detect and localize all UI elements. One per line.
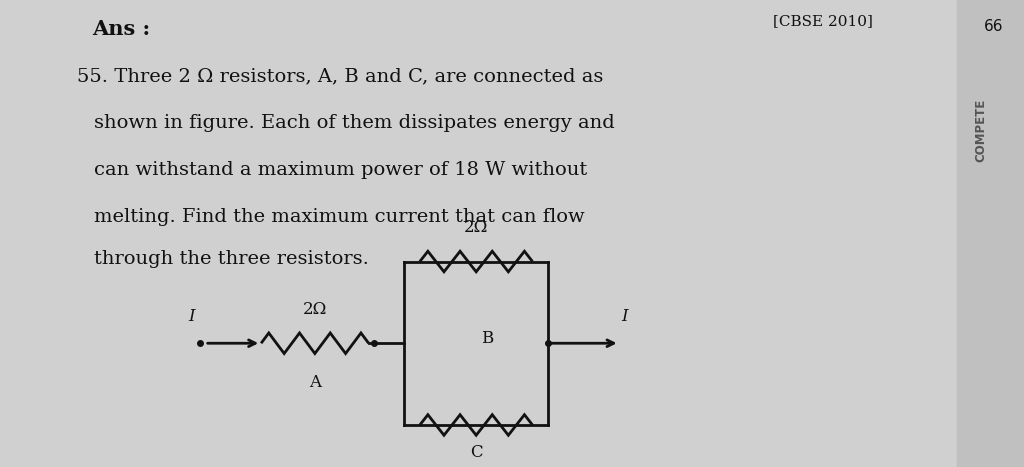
Text: through the three resistors.: through the three resistors. [94,250,369,268]
Text: shown in figure. Each of them dissipates energy and: shown in figure. Each of them dissipates… [94,114,615,133]
Text: 2Ω: 2Ω [464,219,488,236]
Text: can withstand a maximum power of 18 W without: can withstand a maximum power of 18 W wi… [94,161,588,179]
Text: B: B [481,330,494,347]
Text: A: A [309,374,321,390]
Text: 55. Three 2 Ω resistors, A, B and C, are connected as: 55. Three 2 Ω resistors, A, B and C, are… [77,68,603,86]
Text: [CBSE 2010]: [CBSE 2010] [773,14,873,28]
Text: 66: 66 [983,19,1004,34]
Text: Ans :: Ans : [92,19,151,39]
Text: I: I [622,308,628,325]
Text: 2Ω: 2Ω [303,301,327,318]
Text: I: I [188,308,195,325]
Text: melting. Find the maximum current that can flow: melting. Find the maximum current that c… [94,208,585,226]
Bar [957,0,1024,467]
Text: COMPETE: COMPETE [975,99,987,163]
Text: C: C [470,444,482,460]
